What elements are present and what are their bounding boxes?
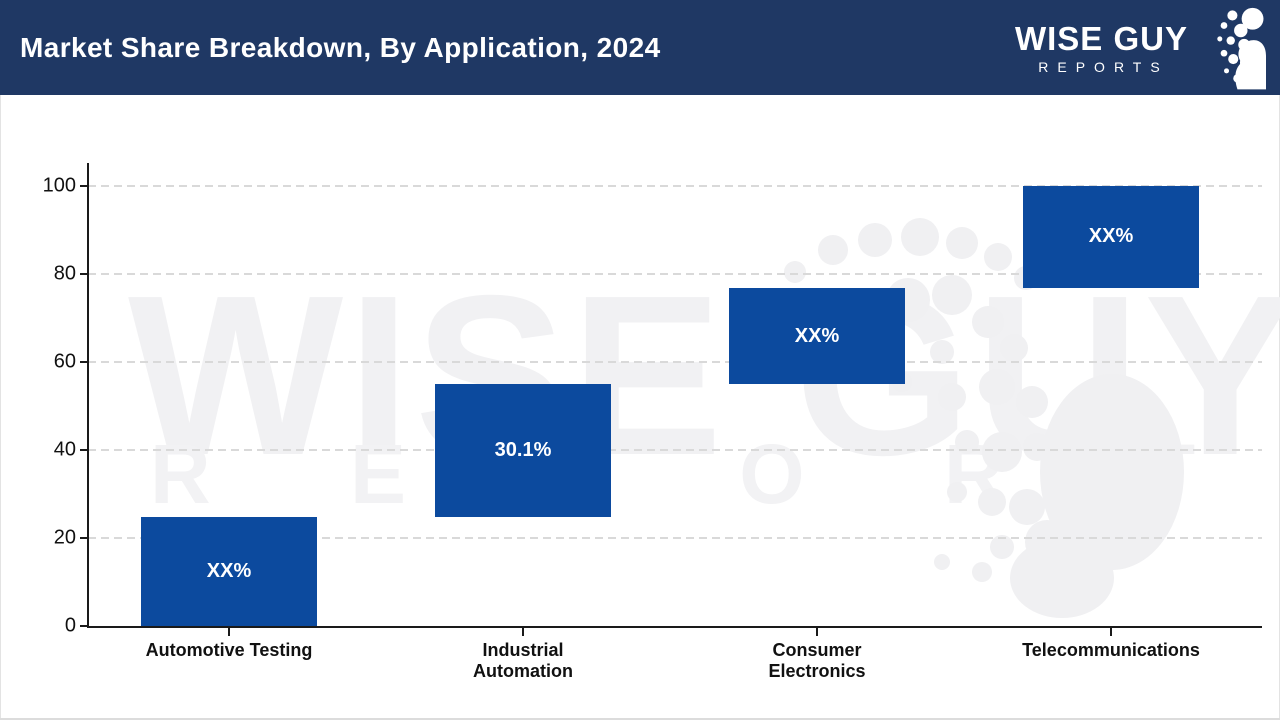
logo-text: WISE GUY REPORTS <box>1015 20 1188 76</box>
y-tick-mark-60 <box>80 361 88 363</box>
gridline-y40 <box>88 449 1262 451</box>
bar-consumer-electronics: XX% <box>729 287 905 385</box>
page-title: Market Share Breakdown, By Application, … <box>20 31 661 63</box>
logo-wiseguy-label: WISE GUY <box>1014 20 1188 57</box>
x-axis-label-line: Automation <box>473 661 573 681</box>
x-axis-label-line: Industrial <box>482 640 564 660</box>
y-tick-mark-80 <box>80 273 88 275</box>
x-axis-label-line: Electronics <box>768 661 866 681</box>
y-tick-mark-100 <box>80 185 88 187</box>
logo-face-icon <box>1217 7 1266 90</box>
x-axis-label-industrial-automation: Industrial Automation <box>403 640 643 682</box>
bar-telecommunications: XX% <box>1023 186 1199 288</box>
y-tick-mark-40 <box>80 449 88 451</box>
bar-industrial-automation: 30.1% <box>435 384 611 517</box>
x-axis-spine <box>87 626 1262 628</box>
x-tick-mark-telecommunications <box>1110 628 1112 636</box>
x-axis-label-automotive-testing: Automotive Testing <box>109 640 349 661</box>
bar-value-label-automotive-testing: XX% <box>206 559 252 582</box>
gridline-y60 <box>88 361 1262 363</box>
y-tick-label-60: 60 <box>53 350 76 373</box>
bar-value-label-telecommunications: XX% <box>1088 225 1134 248</box>
gridline-y80 <box>88 273 1262 275</box>
y-tick-mark-20 <box>80 537 88 539</box>
gridline-y20 <box>88 537 1262 539</box>
y-axis-spine <box>87 163 89 628</box>
logo-reports-label: REPORTS <box>1038 59 1169 75</box>
y-tick-label-40: 40 <box>53 438 76 461</box>
x-tick-mark-industrial-automation <box>522 628 524 636</box>
x-axis-label-line: Consumer <box>772 640 862 660</box>
header-bar: Market Share Breakdown, By Application, … <box>0 0 1280 95</box>
x-tick-mark-automotive-testing <box>228 628 230 636</box>
y-tick-label-80: 80 <box>53 262 76 285</box>
x-axis-label-line: Automotive Testing <box>145 640 313 660</box>
bar-automotive-testing: XX% <box>141 516 317 626</box>
bar-value-label-industrial-automation: 30.1% <box>494 439 552 462</box>
gridline-y100 <box>88 185 1262 187</box>
bar-value-label-consumer-electronics: XX% <box>794 324 840 347</box>
x-axis-label-telecommunications: Telecommunications <box>991 640 1231 661</box>
x-axis-label-consumer-electronics: Consumer Electronics <box>697 640 937 682</box>
x-axis-label-line: Telecommunications <box>1022 640 1200 660</box>
y-tick-label-100: 100 <box>42 174 76 197</box>
y-tick-label-20: 20 <box>53 526 76 549</box>
y-tick-mark-0 <box>80 625 88 627</box>
wise-guy-reports-logo: WISE GUY REPORTS <box>1006 4 1266 92</box>
x-tick-mark-consumer-electronics <box>816 628 818 636</box>
y-tick-label-0: 0 <box>64 614 76 637</box>
